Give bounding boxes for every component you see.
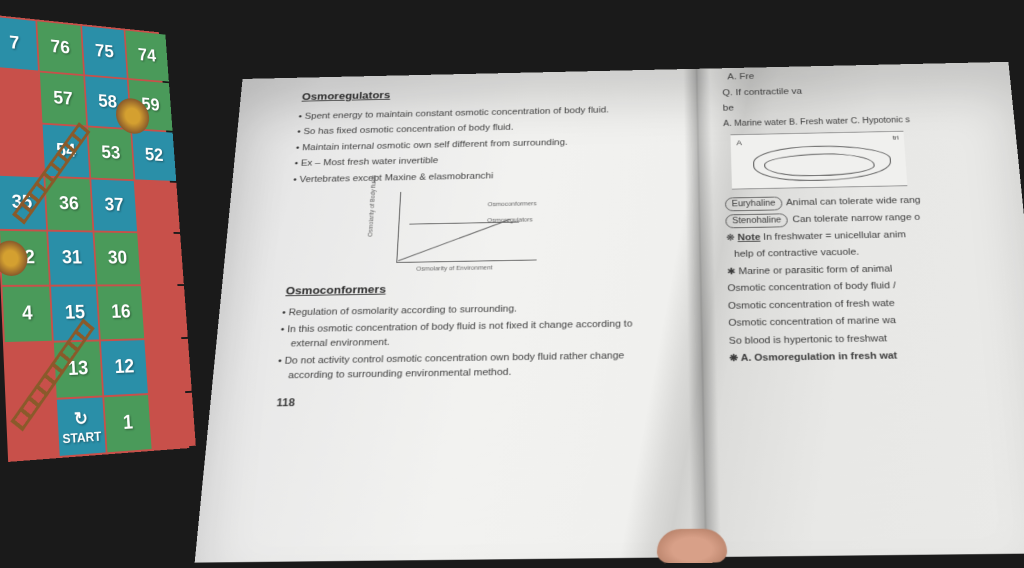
chart-series-label: Osmoregulators — [487, 217, 533, 226]
board-cell: 57 — [40, 72, 86, 125]
board-cell: 16 — [98, 286, 145, 339]
section-heading: Osmoconformers — [285, 277, 647, 299]
board-cell: 7 — [0, 16, 38, 70]
chart-y-axis — [396, 192, 401, 263]
term-tag: Euryhaline — [725, 196, 782, 211]
board-cell: 37 — [91, 179, 137, 231]
note-line: help of contractive vacuole. — [734, 243, 1019, 262]
board-cell — [139, 233, 184, 284]
board-cell: 53 — [88, 127, 134, 179]
cell-diagram: A tri — [731, 130, 908, 189]
board-cell: 31 — [48, 232, 96, 285]
definition-line: Euryhaline Animal can tolerate wide rang — [725, 192, 1013, 211]
open-book: Osmoregulators Spent energy to maintain … — [195, 62, 1024, 563]
bullet-point: In this osmotic concentration of body fl… — [290, 317, 648, 351]
text-line: Osmotic concentration of marine wa — [728, 312, 1024, 331]
board-cell: 52 — [132, 130, 176, 181]
book-right-page: A. Fre Q. If contractile va be A. Marine… — [722, 62, 1024, 538]
bullet-point: Vertebrates except Maxine & elasmobranch… — [304, 166, 647, 186]
chart-x-axis — [396, 260, 536, 263]
board-cell — [150, 393, 196, 449]
answer-heading: ❋ A. Osmoregulation in fresh wat — [729, 347, 1024, 366]
board-cell — [0, 122, 43, 176]
answer-options: A. Marine water B. Fresh water C. Hypoto… — [723, 112, 1005, 130]
definition-text: Can tolerate narrow range o — [792, 212, 920, 224]
osmolarity-chart: Osmolarity of Body fluids Osmoconformers… — [379, 189, 538, 273]
bullet-point: Do not activity control osmotic concentr… — [288, 349, 649, 383]
board-cell — [146, 339, 192, 393]
board-cell: 4 — [2, 287, 51, 342]
bullet-point: Regulation of osmolarity according to su… — [293, 300, 648, 320]
bullet-line: ✱ Marine or parasitic form of animal — [727, 260, 1020, 279]
text-line: Osmotic concentration of fresh wate — [728, 294, 1024, 313]
thumb — [656, 528, 727, 563]
game-board: 7767574575859545352353637323130415161312… — [0, 14, 196, 558]
chart-x-axis-label: Osmolarity of Environment — [416, 264, 493, 274]
board-cell — [0, 69, 41, 123]
note-line: ❋ Note In freshwater = unicellular anim — [726, 226, 1017, 245]
text-line: Osmotic concentration of body fluid / — [727, 277, 1022, 296]
text-line: So blood is hypertonic to freshwat — [729, 329, 1024, 348]
board-start-cell: ↻START — [57, 397, 106, 456]
diagram-label: A — [736, 138, 742, 149]
board-cell: 76 — [37, 21, 83, 74]
board-cell: 12 — [101, 340, 148, 395]
note-label: Note — [737, 232, 760, 242]
board-cell: 75 — [82, 26, 127, 78]
section-heading: Osmoregulators — [301, 82, 646, 104]
board-cell: 74 — [125, 30, 169, 81]
book-left-page: Osmoregulators Spent energy to maintain … — [226, 76, 669, 544]
page-number: 118 — [276, 389, 648, 410]
board-cell: 36 — [45, 178, 92, 231]
board-cell: 30 — [94, 232, 140, 284]
board-cell — [135, 181, 180, 232]
definition-line: Stenohaline Can tolerate narrow range o — [726, 209, 1016, 228]
board-cell — [142, 286, 187, 338]
board-cell: 1 — [104, 395, 151, 452]
diagram-label: tri — [892, 133, 899, 142]
term-tag: Stenohaline — [726, 213, 788, 228]
definition-text: Animal can tolerate wide rang — [786, 195, 921, 207]
note-text: In freshwater = unicellular anim — [763, 229, 906, 241]
book-spine-shadow — [683, 69, 721, 558]
chart-series-label: Osmoconformers — [487, 200, 536, 209]
